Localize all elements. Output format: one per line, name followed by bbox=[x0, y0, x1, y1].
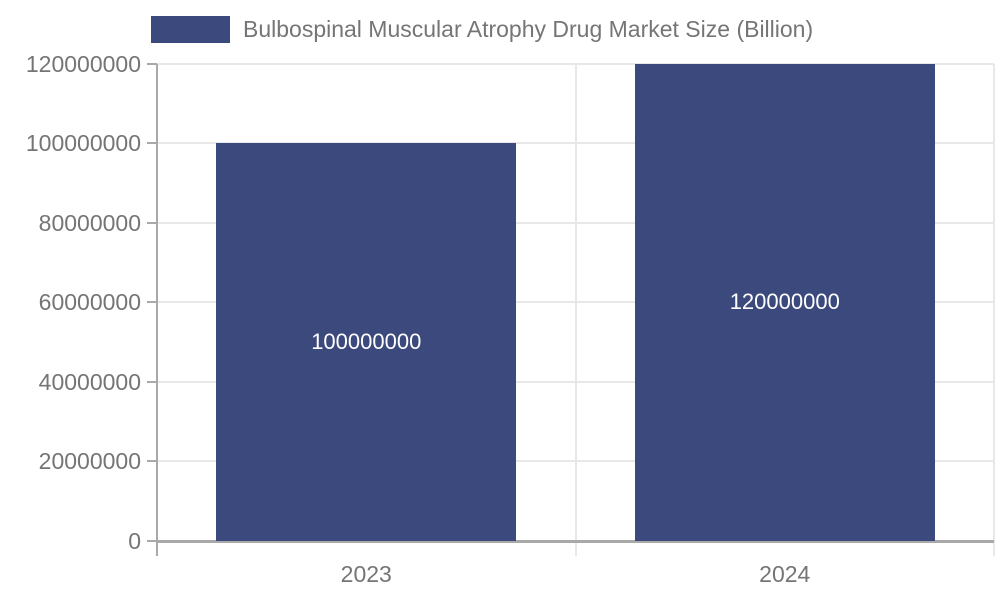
bar-value-label: 100000000 bbox=[311, 329, 422, 355]
v-gridline bbox=[574, 63, 577, 541]
y-axis-tick bbox=[147, 221, 157, 224]
x-axis-tick bbox=[993, 541, 995, 556]
y-tick-label: 100000000 bbox=[25, 130, 141, 157]
x-tick-label: 2023 bbox=[340, 561, 392, 587]
y-tick-label: 20000000 bbox=[38, 448, 141, 475]
v-gridline bbox=[993, 63, 995, 541]
y-axis-tick bbox=[147, 380, 157, 383]
y-axis-tick bbox=[147, 301, 157, 304]
y-tick-label: 0 bbox=[128, 528, 141, 554]
x-tick-label: 2024 bbox=[759, 561, 811, 587]
y-axis-line bbox=[156, 63, 158, 556]
y-axis-tick bbox=[147, 460, 157, 463]
legend-swatch bbox=[151, 16, 230, 43]
y-tick-label: 40000000 bbox=[38, 368, 141, 395]
bar-value-label: 120000000 bbox=[729, 289, 840, 315]
x-axis-line bbox=[157, 540, 994, 543]
chart-title: Bulbospinal Muscular Atrophy Drug Market… bbox=[243, 16, 814, 42]
y-axis-tick bbox=[147, 62, 157, 65]
y-axis-tick bbox=[147, 142, 157, 145]
y-tick-label: 120000000 bbox=[25, 50, 141, 77]
bar-2023 bbox=[216, 143, 517, 541]
y-axis-tick bbox=[147, 540, 157, 542]
y-tick-label: 60000000 bbox=[38, 289, 141, 316]
y-tick-label: 80000000 bbox=[38, 209, 141, 236]
legend: Bulbospinal Muscular Atrophy Drug Market… bbox=[151, 16, 813, 43]
bar-2024 bbox=[634, 63, 935, 541]
x-axis-tick bbox=[574, 541, 577, 556]
